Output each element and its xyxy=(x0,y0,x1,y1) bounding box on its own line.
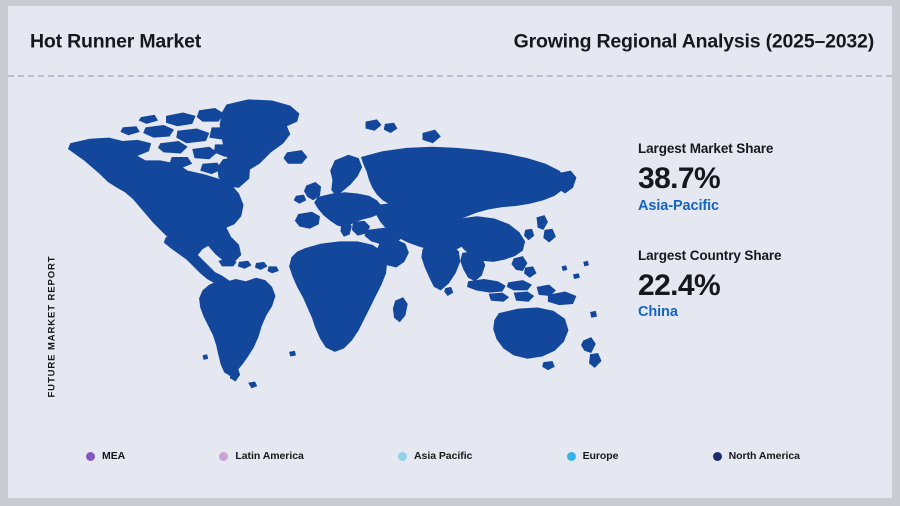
stats-panel: Largest Market Share 38.7% Asia-Pacific … xyxy=(638,141,888,320)
legend-item-asia-pacific: Asia Pacific xyxy=(398,450,472,462)
legend-dot-icon xyxy=(219,451,229,461)
legend-label: Europe xyxy=(582,450,619,462)
world-map xyxy=(60,84,630,434)
legend-dot-icon xyxy=(398,451,407,461)
world-map-icon xyxy=(67,99,602,389)
legend-label: Asia Pacific xyxy=(414,450,473,462)
stat-largest-country-share: Largest Country Share 22.4% China xyxy=(638,248,888,321)
header-subtitle: Growing Regional Analysis (2025–2032) xyxy=(513,30,875,53)
page-title: Hot Runner Market xyxy=(30,30,202,53)
stat-label: Largest Market Share xyxy=(638,141,774,156)
stat-region: Asia-Pacific xyxy=(638,197,720,214)
report-card: Hot Runner Market Growing Regional Analy… xyxy=(8,6,892,498)
legend-label: MEA xyxy=(102,450,126,462)
stat-largest-market-share: Largest Market Share 38.7% Asia-Pacific xyxy=(638,141,888,214)
legend-label: North America xyxy=(728,450,800,462)
stat-value: 38.7% xyxy=(638,162,721,195)
brand-watermark: FUTURE MARKET REPORT xyxy=(46,255,58,398)
header: Hot Runner Market Growing Regional Analy… xyxy=(8,6,892,75)
legend-item-north-america: North America xyxy=(712,450,800,462)
header-divider xyxy=(8,75,892,77)
stat-region: China xyxy=(638,304,678,320)
stat-label: Largest Country Share xyxy=(638,247,782,263)
legend-item-mea: MEA xyxy=(86,450,125,462)
legend-dot-icon xyxy=(566,451,576,461)
legend-item-europe: Europe xyxy=(566,450,619,462)
legend-dot-icon xyxy=(86,451,95,461)
legend-label: Latin America xyxy=(235,450,304,462)
legend-dot-icon xyxy=(712,451,722,461)
stat-value: 22.4% xyxy=(638,268,721,302)
legend-item-latin-america: Latin America xyxy=(219,450,304,462)
map-legend: MEA Latin America Asia Pacific Europe No… xyxy=(86,450,800,462)
